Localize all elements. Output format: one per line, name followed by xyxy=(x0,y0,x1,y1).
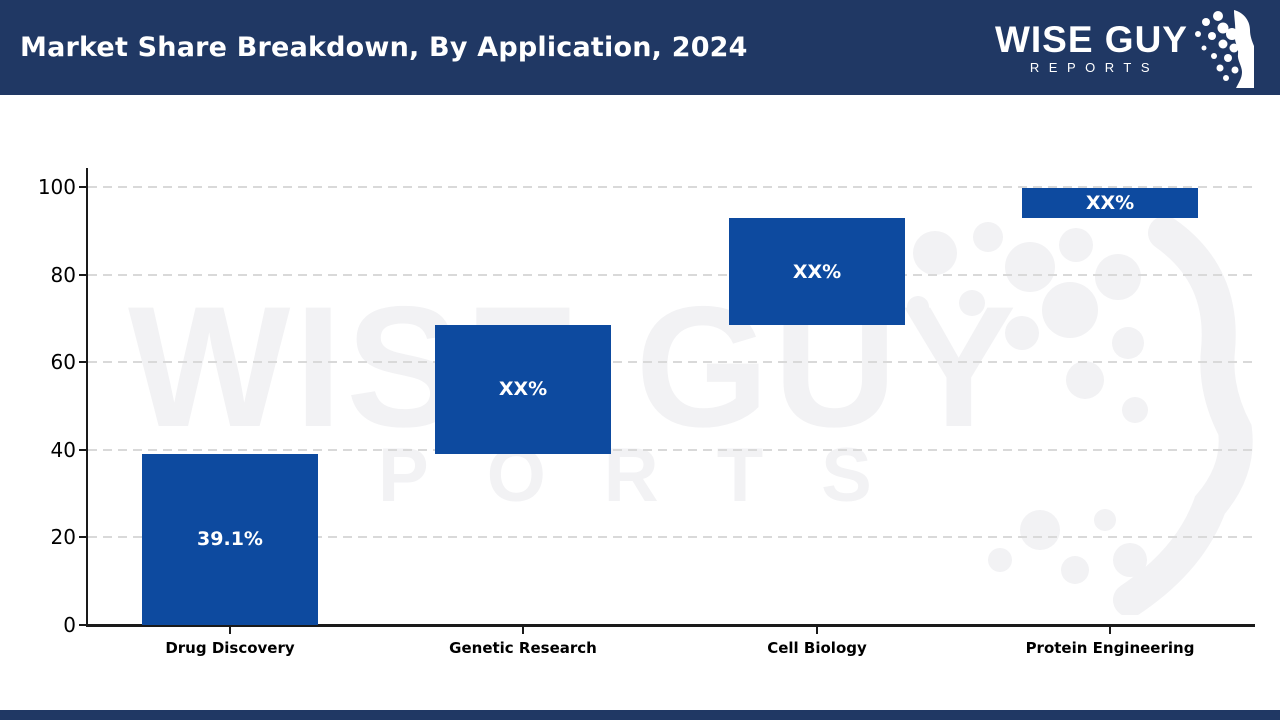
gridline-20 xyxy=(88,536,1255,539)
watermark-face-dots-icon xyxy=(907,216,1253,615)
x-tick-mark xyxy=(1109,627,1111,634)
x-axis-label: Cell Biology xyxy=(767,639,867,657)
page-title: Market Share Breakdown, By Application, … xyxy=(20,32,748,63)
y-tick-label: 20 xyxy=(50,525,76,550)
gridline-60 xyxy=(88,361,1255,364)
gridline-80 xyxy=(88,273,1255,276)
x-axis-label: Genetic Research xyxy=(449,639,597,657)
gridline-40 xyxy=(88,448,1255,451)
brand-logo: WISE GUY REPORTS xyxy=(995,8,1254,88)
gridline-100 xyxy=(88,186,1255,188)
bar-value-label: XX% xyxy=(792,260,842,283)
x-tick-mark xyxy=(816,627,818,634)
bar-value-label: 39.1% xyxy=(197,528,263,551)
logo-reports-text: REPORTS xyxy=(1029,59,1160,75)
logo-wordmark: WISE GUY REPORTS xyxy=(994,18,1188,75)
y-tick-mark xyxy=(79,624,87,626)
bar-cell-biology: XX% xyxy=(729,218,905,325)
bar-protein-engineering: XX% xyxy=(1022,187,1198,219)
logo-wiseguy-text: WISE GUY xyxy=(994,18,1188,60)
bar-genetic-research: XX% xyxy=(435,324,611,454)
x-tick-mark xyxy=(522,627,524,634)
x-axis-label: Drug Discovery xyxy=(165,639,295,657)
bar-value-label: XX% xyxy=(1085,191,1135,214)
y-tick-mark xyxy=(79,536,87,539)
logo-face-icon xyxy=(1195,9,1254,88)
footer-bar xyxy=(0,710,1280,720)
x-axis-label: Protein Engineering xyxy=(1025,639,1195,657)
bar-drug-discovery: 39.1% xyxy=(142,453,318,625)
y-tick-label: 100 xyxy=(37,175,76,199)
y-tick-mark xyxy=(79,186,87,188)
y-tick-label: 40 xyxy=(50,437,76,462)
y-tick-label: 60 xyxy=(50,350,76,375)
x-axis-spine xyxy=(86,624,1255,627)
y-tick-mark xyxy=(79,361,87,364)
y-tick-label: 0 xyxy=(63,613,76,637)
x-tick-mark xyxy=(229,627,231,634)
y-tick-mark xyxy=(79,448,87,451)
header-bar: Market Share Breakdown, By Application, … xyxy=(0,0,1280,95)
y-axis-spine xyxy=(86,168,88,627)
y-tick-mark xyxy=(79,273,87,276)
y-tick-label: 80 xyxy=(50,262,76,287)
bar-value-label: XX% xyxy=(498,378,548,401)
